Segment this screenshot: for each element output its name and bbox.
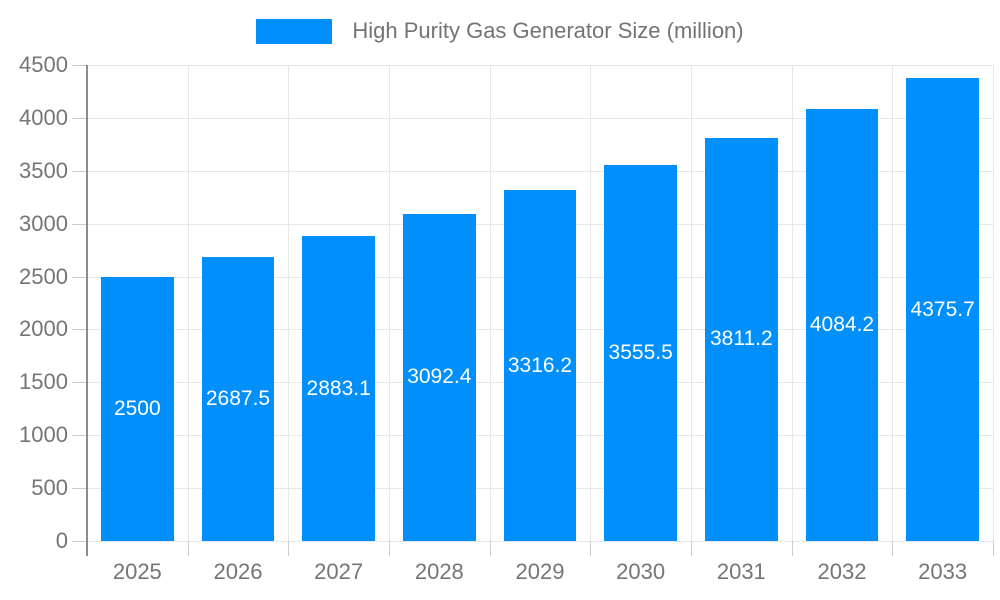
bar-value-label: 3316.2 (507, 353, 573, 377)
y-axis-tick (72, 117, 87, 119)
gridline-horizontal (87, 117, 993, 119)
gridline-horizontal (87, 170, 993, 172)
x-axis-tick (389, 541, 390, 556)
x-axis-tick (187, 541, 189, 556)
y-axis-tick (72, 488, 87, 490)
bar-value-label: 2883.1 (306, 376, 371, 400)
y-axis-tick-label: 2000 (19, 316, 68, 342)
y-axis-tick-label: 1500 (19, 369, 68, 395)
y-axis-tick-label: 1000 (19, 422, 68, 448)
y-axis-tick (72, 223, 87, 225)
bar-value-label: 2687.5 (205, 386, 271, 410)
gridline-vertical (288, 65, 290, 541)
bar-value-label: 3811.2 (709, 327, 773, 351)
gridline-vertical (993, 65, 994, 541)
y-axis-tick-label: 3500 (19, 157, 68, 183)
y-axis-line (86, 65, 88, 556)
x-axis-tick (691, 541, 692, 556)
bar-value-label: 2500 (113, 396, 161, 420)
x-axis-tick-label: 2026 (213, 559, 263, 584)
x-axis-tick-label: 2029 (515, 559, 565, 584)
x-axis-tick-label: 2031 (716, 559, 766, 584)
y-axis-tick-label: 500 (31, 475, 68, 501)
x-axis-tick (892, 541, 894, 556)
gridline-vertical (892, 65, 894, 541)
bar[interactable]: 2687.5 (201, 256, 275, 541)
x-axis-tick-label: 2030 (616, 559, 666, 584)
y-axis-tick (72, 329, 87, 331)
bar[interactable]: 3555.5 (604, 164, 678, 541)
bar[interactable]: 3811.2 (704, 137, 778, 541)
x-axis-tick-label: 2028 (414, 559, 464, 584)
bar-value-label: 3092.4 (407, 365, 472, 389)
bar-value-label: 4084.2 (809, 312, 875, 336)
gridline-vertical (590, 65, 592, 541)
x-axis-tick-label: 2027 (314, 559, 364, 584)
x-axis-tick (489, 541, 491, 556)
y-axis-tick (72, 435, 87, 437)
x-axis-tick (993, 541, 994, 556)
x-axis-tick (288, 541, 290, 556)
bar-value-label: 3555.5 (608, 340, 673, 364)
bar[interactable]: 2883.1 (302, 236, 376, 541)
legend-swatch (256, 18, 333, 44)
gridline-horizontal (87, 541, 993, 542)
y-axis-tick-label: 3000 (19, 210, 68, 236)
y-axis-tick (72, 170, 87, 172)
gridline-vertical (691, 65, 692, 541)
gridline-horizontal (87, 65, 993, 66)
bar[interactable]: 3092.4 (402, 213, 476, 541)
y-axis-tick-label: 4000 (19, 104, 68, 130)
x-axis-tick (590, 541, 592, 556)
legend-label: High Purity Gas Generator Size (million) (352, 18, 744, 43)
x-axis-tick-label: 2025 (112, 559, 162, 584)
gridline-vertical (187, 65, 189, 541)
gridline-vertical (489, 65, 491, 541)
y-axis-tick (72, 541, 87, 542)
y-axis-tick (72, 65, 87, 66)
y-axis-tick-label: 2500 (19, 263, 68, 289)
x-axis-tick-label: 2032 (817, 559, 867, 584)
bar-value-label: 4375.7 (910, 297, 975, 321)
y-axis-tick (72, 276, 87, 278)
bar[interactable]: 2500 (100, 276, 174, 541)
bar[interactable]: 4375.7 (906, 78, 980, 541)
y-axis-tick (72, 382, 87, 384)
x-axis-tick (791, 541, 793, 556)
gridline-vertical (791, 65, 793, 541)
x-axis-tick-label: 2033 (918, 559, 968, 584)
legend[interactable]: High Purity Gas Generator Size (million) (0, 16, 1000, 46)
bar[interactable]: 4084.2 (805, 108, 879, 541)
gridline-vertical (389, 65, 390, 541)
y-axis-tick-label: 4500 (19, 52, 68, 77)
bar[interactable]: 3316.2 (503, 190, 577, 541)
y-axis-tick-label: 0 (55, 528, 68, 553)
